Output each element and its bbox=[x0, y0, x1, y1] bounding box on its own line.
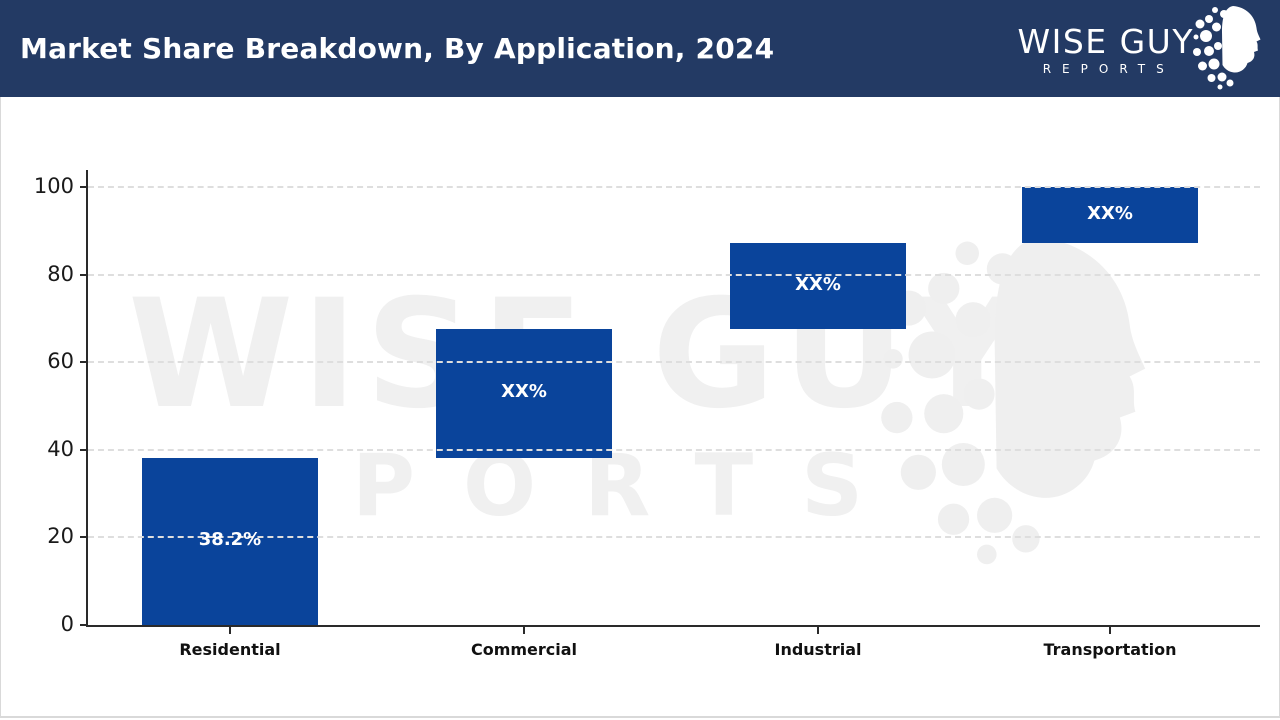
header-bar: Market Share Breakdown, By Application, … bbox=[0, 0, 1280, 97]
bar-commercial bbox=[436, 328, 612, 458]
bar-value-label: XX% bbox=[501, 381, 547, 403]
x-tick-label: Commercial bbox=[470, 640, 578, 659]
logo-wiseguy-text: WISE GUY bbox=[1017, 22, 1194, 61]
gridline bbox=[88, 536, 1260, 539]
bar-residential bbox=[142, 457, 318, 625]
x-axis-tick bbox=[817, 627, 819, 634]
y-tick-label: 0 bbox=[60, 612, 74, 636]
y-axis bbox=[86, 170, 88, 627]
bar-value-label: XX% bbox=[1087, 202, 1133, 224]
wiseguy-logo: WISE GUY REPORTS bbox=[1017, 4, 1272, 94]
gridline bbox=[88, 448, 1260, 451]
y-axis-tick bbox=[80, 361, 88, 364]
x-axis-tick bbox=[229, 627, 231, 634]
page-title: Market Share Breakdown, By Application, … bbox=[20, 32, 775, 65]
x-tick-label: Transportation bbox=[1043, 640, 1177, 659]
bar-value-label: XX% bbox=[795, 273, 841, 295]
y-tick-label: 20 bbox=[47, 524, 74, 549]
y-axis-tick bbox=[80, 273, 88, 276]
y-axis-tick bbox=[80, 536, 88, 539]
gridline bbox=[88, 273, 1260, 276]
y-axis-tick bbox=[80, 624, 88, 626]
logo-reports-text: REPORTS bbox=[1042, 62, 1175, 76]
x-axis-tick bbox=[523, 627, 525, 634]
bar-industrial bbox=[730, 242, 906, 329]
bar-value-label: 38.2% bbox=[198, 529, 262, 551]
bar-transportation bbox=[1022, 187, 1198, 243]
y-tick-label: 40 bbox=[47, 436, 74, 461]
x-tick-label: Industrial bbox=[774, 640, 862, 659]
wiseguy-head-icon bbox=[1186, 2, 1272, 96]
x-tick-label: Residential bbox=[179, 640, 281, 659]
y-axis-tick bbox=[80, 186, 88, 188]
y-tick-label: 100 bbox=[33, 174, 74, 198]
logo-wordmark: WISE GUY REPORTS bbox=[1017, 22, 1194, 76]
y-axis-tick bbox=[80, 448, 88, 451]
x-axis bbox=[86, 625, 1260, 627]
y-tick-label: 80 bbox=[47, 261, 74, 286]
y-tick-label: 60 bbox=[47, 349, 74, 374]
gridline bbox=[88, 186, 1260, 188]
gridline bbox=[88, 361, 1260, 364]
x-axis-tick bbox=[1109, 627, 1111, 634]
